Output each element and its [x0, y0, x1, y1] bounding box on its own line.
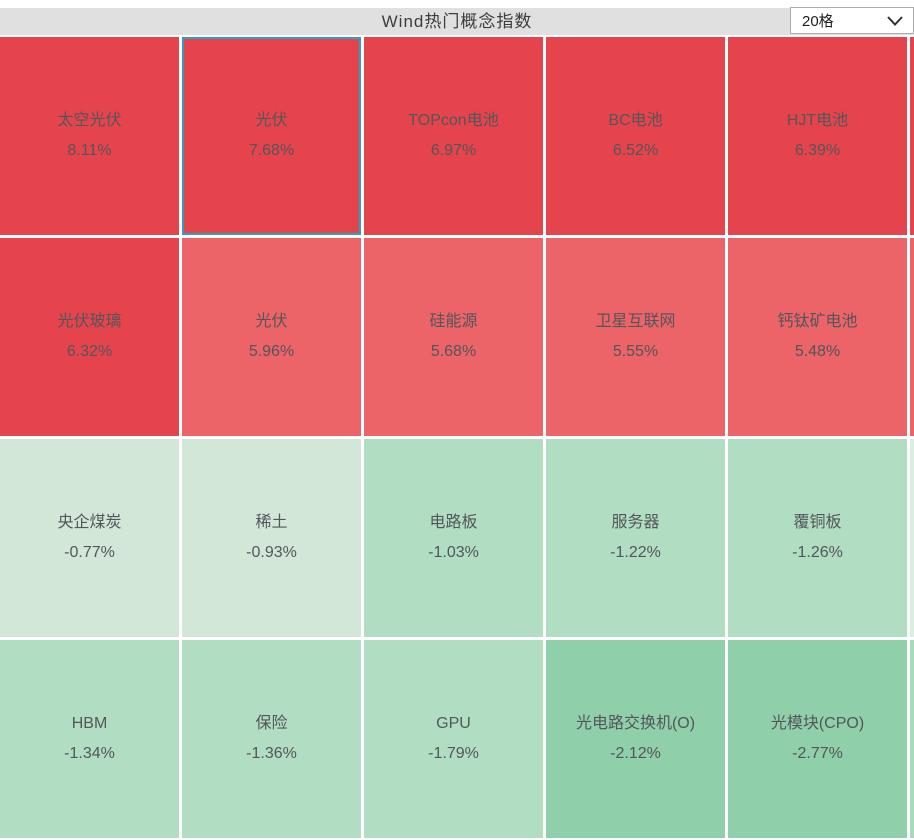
cell-name: 保险 [255, 715, 288, 732]
cell-change: 6.52% [612, 142, 659, 159]
cell-name: 稀土 [255, 514, 288, 531]
cell-change: -1.36% [246, 745, 297, 762]
cell-name: 卫星互联网 [595, 313, 676, 330]
title-bar: Wind热门概念指数 [0, 8, 914, 35]
heatmap-cell[interactable]: 光伏玻璃 6.32% [0, 238, 179, 436]
cell-change: 7.68% [248, 142, 295, 159]
cell-count-value: 20格 [802, 13, 834, 30]
cell-name: 电路板 [429, 514, 478, 531]
cell-name: 太空光伏 [57, 112, 122, 129]
cell-name: 硅能源 [429, 313, 478, 330]
heatmap-cell[interactable]: 光伏 5.96% [182, 238, 361, 436]
chevron-down-icon [887, 15, 903, 26]
edge-partial-cell [910, 238, 914, 436]
heatmap-cell[interactable]: 硅能源 5.68% [364, 238, 543, 436]
cell-change: -1.26% [792, 544, 843, 561]
heatmap-cell[interactable]: 电路板 -1.03% [364, 439, 543, 637]
cell-change: -1.79% [428, 745, 479, 762]
cell-name: 光伏玻璃 [57, 313, 122, 330]
heatmap-cell[interactable]: 光伏 7.68% [182, 37, 361, 235]
cell-count-dropdown[interactable]: 20格 [790, 7, 914, 34]
heatmap-cell[interactable]: HBM -1.34% [0, 640, 179, 838]
cell-change: -1.22% [610, 544, 661, 561]
heatmap: 太空光伏 8.11% 光伏 7.68% TOPcon电池 6.97% BC电池 6.52% HJ… [0, 37, 914, 838]
edge-partial-cell [910, 439, 914, 637]
cell-change: 6.39% [794, 142, 841, 159]
cell-name: TOPcon电池 [408, 112, 499, 129]
cell-change: -1.34% [64, 745, 115, 762]
cell-change: -1.03% [428, 544, 479, 561]
heatmap-cell[interactable]: 钙钛矿电池 5.48% [728, 238, 907, 436]
cell-name: HBM [71, 715, 108, 732]
cell-change: -2.12% [610, 745, 661, 762]
heatmap-cell[interactable]: HJT电池 6.39% [728, 37, 907, 235]
heatmap-cell[interactable]: 太空光伏 8.11% [0, 37, 179, 235]
cell-change: -2.77% [792, 745, 843, 762]
cell-change: 5.55% [612, 343, 659, 360]
cell-name: 光伏 [255, 112, 288, 129]
cell-name: 光模块(CPO) [770, 715, 865, 732]
edge-partial-cell [910, 640, 914, 838]
cell-change: 5.96% [248, 343, 295, 360]
cell-name: 钙钛矿电池 [777, 313, 858, 330]
cell-name: 覆铜板 [793, 514, 842, 531]
heatmap-cell[interactable]: TOPcon电池 6.97% [364, 37, 543, 235]
cell-change: 5.48% [794, 343, 841, 360]
cell-change: 8.11% [67, 142, 112, 159]
cell-change: -0.77% [64, 544, 115, 561]
edge-partial-cell [910, 37, 914, 235]
page-title: Wind热门概念指数 [381, 12, 533, 31]
cell-change: 5.68% [430, 343, 477, 360]
heatmap-cell[interactable]: 服务器 -1.22% [546, 439, 725, 637]
cell-change: 6.32% [66, 343, 113, 360]
cell-name: HJT电池 [786, 112, 849, 129]
cell-name: GPU [436, 715, 471, 732]
cell-name: 服务器 [611, 514, 660, 531]
heatmap-cell[interactable]: 光模块(CPO) -2.77% [728, 640, 907, 838]
heatmap-cell[interactable]: BC电池 6.52% [546, 37, 725, 235]
heatmap-cell[interactable]: 覆铜板 -1.26% [728, 439, 907, 637]
cell-name: 光电路交换机(O) [575, 715, 696, 732]
cell-name: 光伏 [255, 313, 288, 330]
heatmap-cell[interactable]: GPU -1.79% [364, 640, 543, 838]
heatmap-cell[interactable]: 光电路交换机(O) -2.12% [546, 640, 725, 838]
heatmap-cell[interactable]: 稀土 -0.93% [182, 439, 361, 637]
heatmap-cell[interactable]: 保险 -1.36% [182, 640, 361, 838]
cell-change: -0.93% [246, 544, 297, 561]
cell-name: 央企煤炭 [57, 514, 122, 531]
heatmap-cell[interactable]: 央企煤炭 -0.77% [0, 439, 179, 637]
heatmap-cell[interactable]: 卫星互联网 5.55% [546, 238, 725, 436]
cell-name: BC电池 [608, 112, 663, 129]
cell-change: 6.97% [430, 142, 477, 159]
